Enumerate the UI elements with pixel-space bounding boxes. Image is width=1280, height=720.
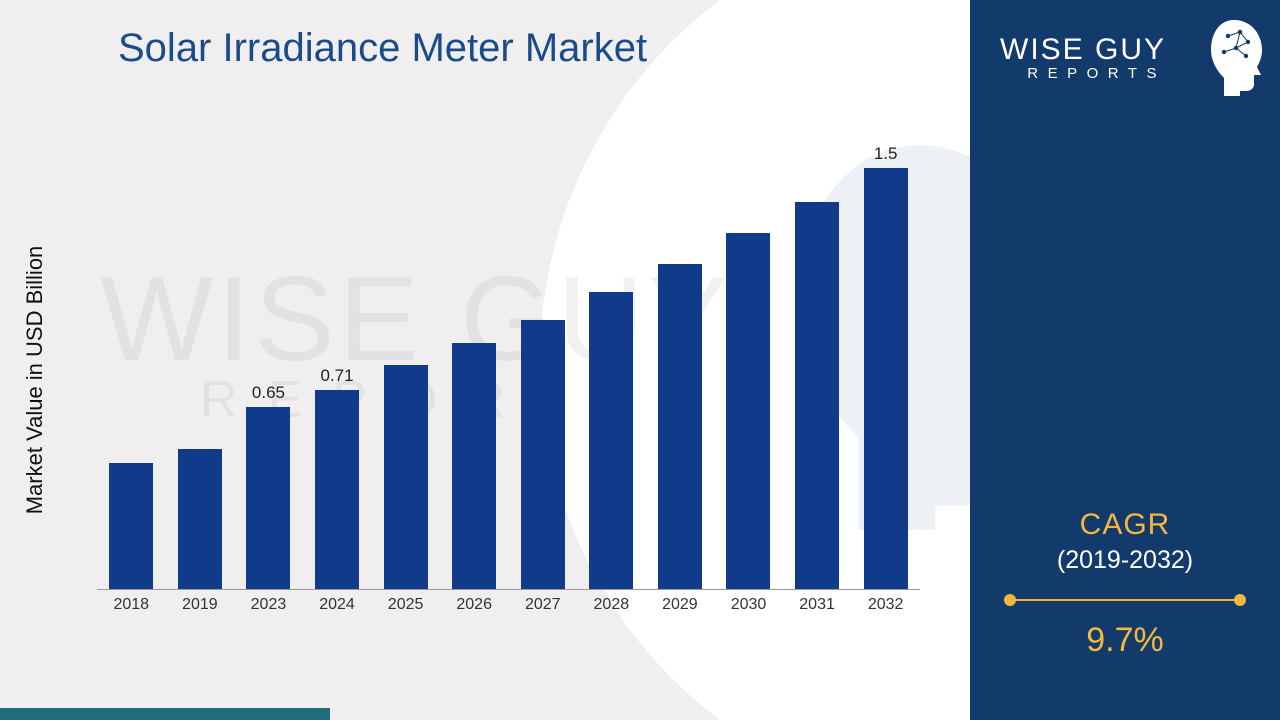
cagr-block: CAGR (2019-2032) 9.7% — [970, 508, 1280, 660]
bar-wrap — [577, 140, 646, 590]
bar — [521, 320, 565, 590]
brand-word-wise: WISE — [1000, 33, 1085, 66]
bar — [109, 463, 153, 590]
bar-wrap — [508, 140, 577, 590]
bar-wrap — [783, 140, 852, 590]
brand-line2: REPORTS — [1000, 65, 1166, 82]
bar — [315, 390, 359, 590]
bar — [178, 449, 222, 590]
brand-line1: WISE GUY — [1000, 33, 1166, 67]
x-tick-label: 2032 — [851, 590, 920, 620]
x-axis: 2018201920232024202520262027202820292030… — [97, 590, 920, 620]
x-tick-label: 2027 — [508, 590, 577, 620]
x-tick-label: 2023 — [234, 590, 303, 620]
x-tick-label: 2028 — [577, 590, 646, 620]
bar-value-label: 0.65 — [234, 383, 303, 403]
footer-accent-bar — [0, 708, 330, 720]
brand-word-guy: GUY — [1095, 33, 1166, 66]
bar-value-label: 0.71 — [303, 366, 372, 386]
cagr-divider — [1010, 599, 1240, 601]
x-tick-label: 2030 — [714, 590, 783, 620]
cagr-value: 9.7% — [970, 621, 1280, 660]
bar — [246, 407, 290, 590]
bar — [452, 343, 496, 591]
page: WISE GUY REPORTS WISE GUY REPORTS CAGR ( — [0, 0, 1280, 720]
bar-wrap — [97, 140, 166, 590]
cagr-period: (2019-2032) — [970, 546, 1280, 575]
bar-wrap — [371, 140, 440, 590]
bar-wrap: 0.65 — [234, 140, 303, 590]
bar-value-label: 1.5 — [851, 144, 920, 164]
bar — [658, 264, 702, 590]
bar-wrap — [440, 140, 509, 590]
y-axis-label: Market Value in USD Billion — [22, 246, 48, 515]
x-tick-label: 2031 — [783, 590, 852, 620]
brand: WISE GUY REPORTS — [1000, 18, 1268, 96]
bar-wrap: 1.5 — [851, 140, 920, 590]
x-tick-label: 2026 — [440, 590, 509, 620]
bar — [384, 365, 428, 590]
bar — [864, 168, 908, 590]
brand-text: WISE GUY REPORTS — [1000, 33, 1166, 82]
bar — [795, 202, 839, 590]
chart: Market Value in USD Billion 0.650.711.5 … — [75, 140, 920, 620]
x-tick-label: 2019 — [166, 590, 235, 620]
x-tick-label: 2024 — [303, 590, 372, 620]
x-tick-label: 2025 — [371, 590, 440, 620]
page-title: Solar Irradiance Meter Market — [118, 26, 647, 71]
bar-group: 0.650.71 1.5 — [97, 140, 920, 590]
brand-head-icon — [1206, 18, 1268, 96]
bar — [726, 233, 770, 590]
bar-wrap — [166, 140, 235, 590]
bar-wrap — [714, 140, 783, 590]
bar-wrap — [646, 140, 715, 590]
x-tick-label: 2029 — [646, 590, 715, 620]
bar — [589, 292, 633, 590]
plot-area: 0.650.71 1.5 — [97, 140, 920, 590]
x-tick-label: 2018 — [97, 590, 166, 620]
bar-wrap: 0.71 — [303, 140, 372, 590]
